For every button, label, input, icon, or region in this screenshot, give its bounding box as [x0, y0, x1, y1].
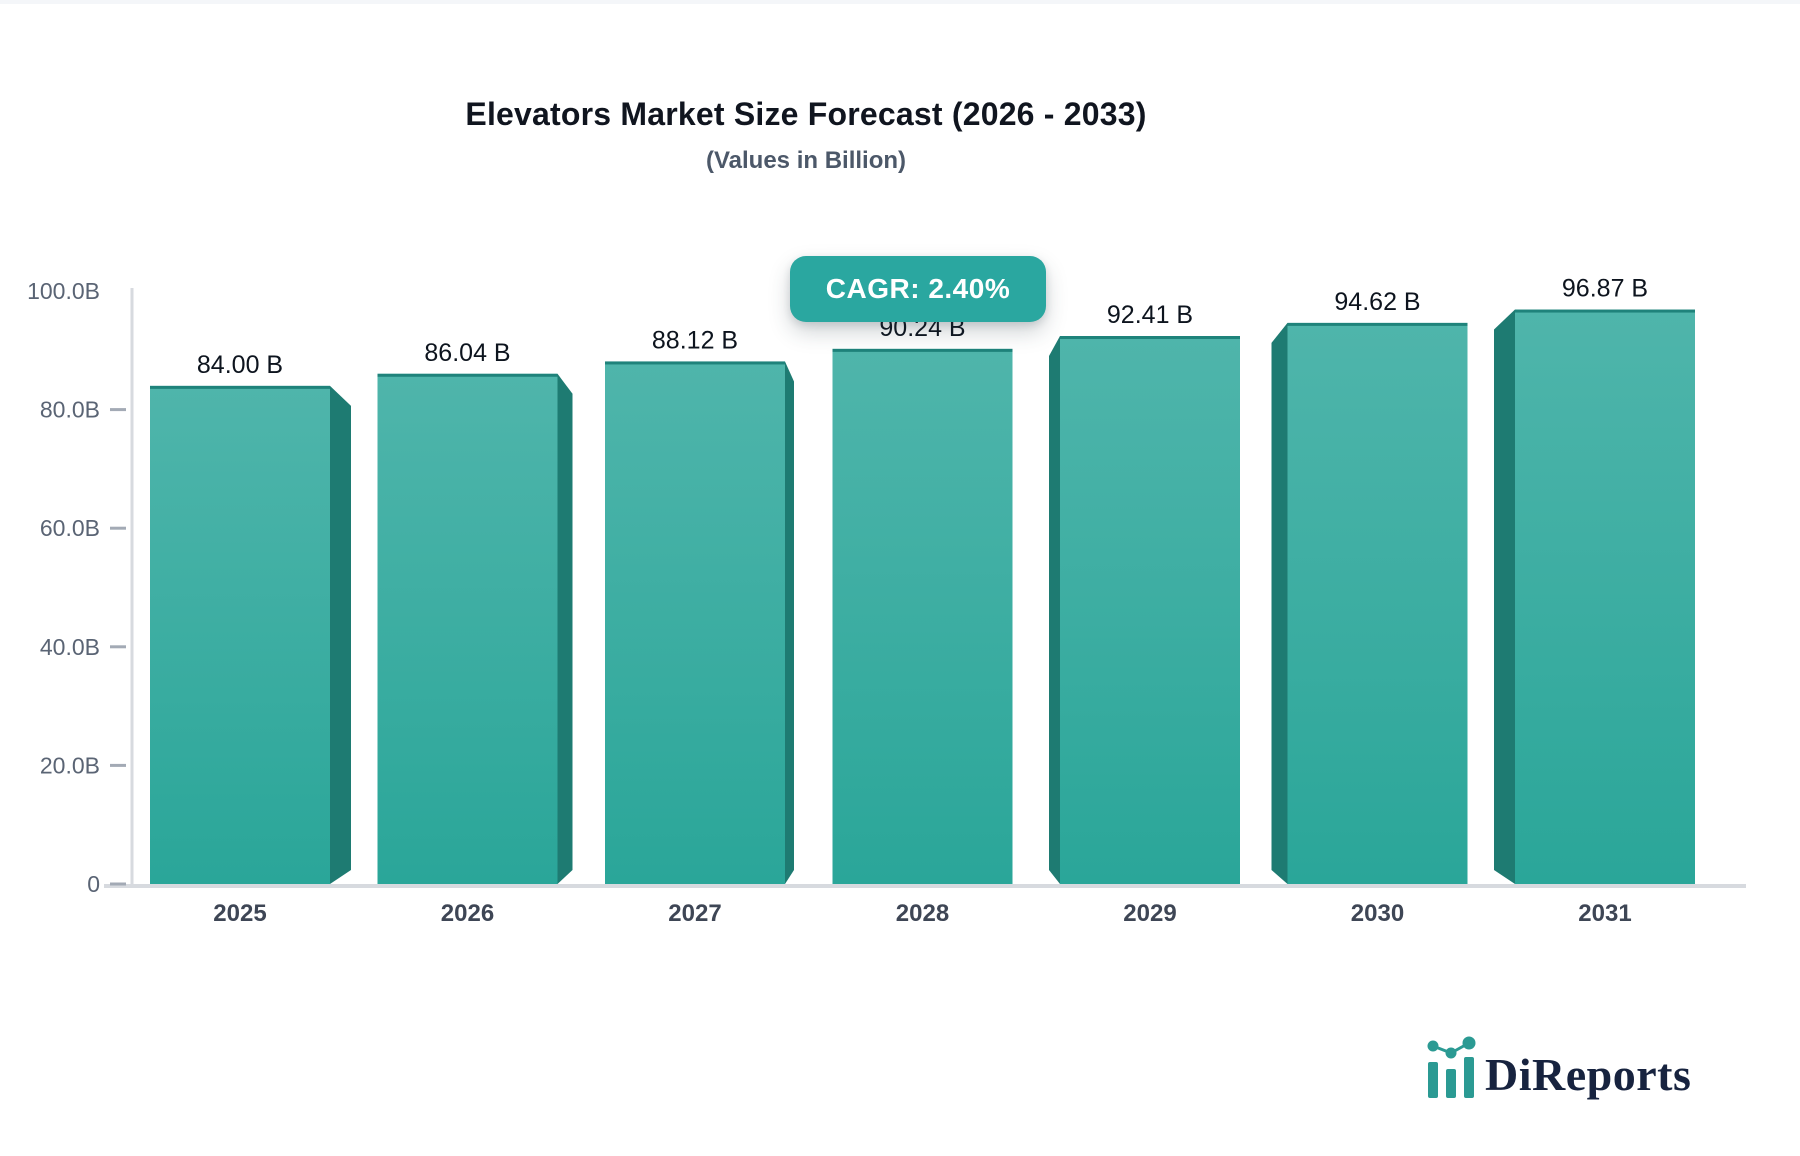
x-tick-label-2025: 2025 — [213, 900, 266, 927]
chart-header: Elevators Market Size Forecast (2026 - 2… — [0, 96, 1612, 175]
bar-2027 — [605, 361, 785, 885]
x-tick-label-2026: 2026 — [441, 900, 494, 927]
bar-cap-2025 — [150, 385, 330, 389]
x-tick-label-2031: 2031 — [1578, 900, 1631, 927]
bar-side-2027 — [785, 361, 794, 885]
y-tick-label-60.0B: 60.0B — [40, 515, 100, 541]
x-tick-label-2027: 2027 — [668, 900, 721, 927]
bar-2025 — [150, 385, 330, 884]
bar-side-2030 — [1271, 322, 1288, 884]
bar-side-2025 — [330, 385, 351, 884]
x-tick-label-2029: 2029 — [1123, 900, 1176, 927]
cagr-badge: CAGR: 2.40% — [790, 256, 1046, 322]
bar-side-2026 — [557, 373, 573, 884]
bar-side-2029 — [1049, 336, 1060, 885]
bar-2030 — [1287, 322, 1468, 884]
x-tick-label-2030: 2030 — [1351, 900, 1404, 927]
bar-2026 — [377, 373, 558, 884]
value-label-2029: 92.41 B — [1107, 301, 1193, 329]
value-label-2025: 84.00 B — [197, 351, 283, 379]
brand-name: DiReports — [1485, 1049, 1692, 1100]
y-tick-label-40.0B: 40.0B — [40, 634, 100, 660]
bar-cap-2031 — [1515, 309, 1695, 313]
bar-side-2031 — [1494, 309, 1515, 884]
y-tick-label-80.0B: 80.0B — [40, 397, 100, 423]
page-top-border — [0, 0, 1800, 4]
y-tick-label-100.0B: 100.0B — [27, 278, 100, 304]
bar-2031 — [1515, 309, 1695, 884]
bar-cap-2029 — [1060, 336, 1240, 340]
bar-2028 — [832, 348, 1013, 884]
chart-title: Elevators Market Size Forecast (2026 - 2… — [465, 96, 1147, 132]
value-label-2031: 96.87 B — [1562, 275, 1648, 303]
y-tick-label-20.0B: 20.0B — [40, 752, 100, 778]
brand-logo-icon — [1427, 1036, 1476, 1098]
bar-2029 — [1060, 336, 1240, 885]
value-label-2026: 86.04 B — [424, 339, 510, 367]
bar-cap-2026 — [377, 373, 558, 377]
brand-logo: DiReports — [1425, 1036, 1691, 1098]
bar-cap-2030 — [1287, 322, 1468, 326]
y-tick-label-0: 0 — [87, 871, 100, 897]
chart-subtitle: (Values in Billion) — [705, 147, 907, 174]
bar-cap-2027 — [605, 361, 785, 365]
bar-cap-2028 — [832, 348, 1013, 352]
value-label-2030: 94.62 B — [1334, 288, 1420, 316]
value-label-2027: 88.12 B — [652, 326, 738, 354]
x-tick-label-2028: 2028 — [896, 900, 949, 927]
